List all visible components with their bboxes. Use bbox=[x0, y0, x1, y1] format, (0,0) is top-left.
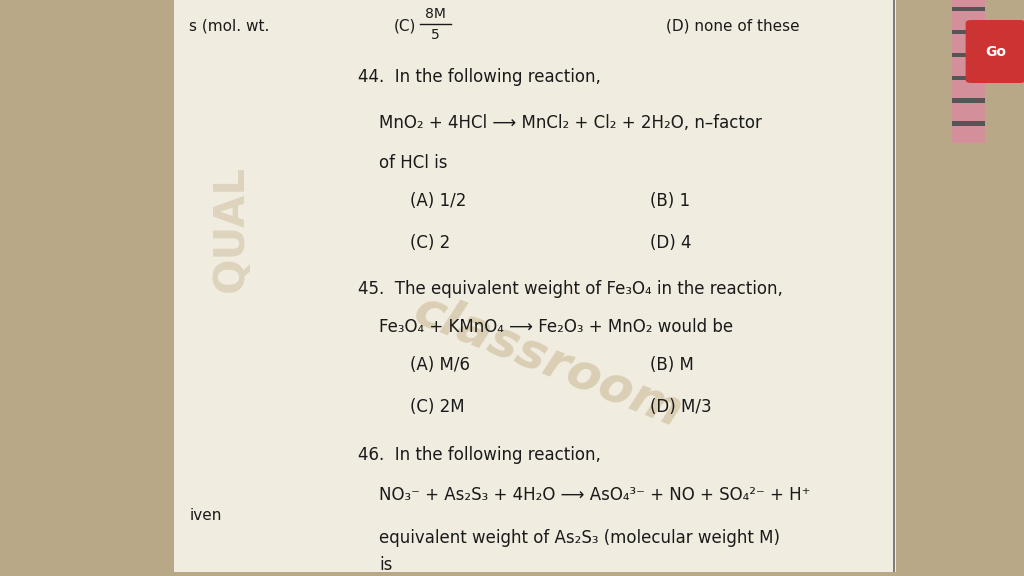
Bar bbox=[952, 52, 985, 57]
Text: is: is bbox=[379, 556, 392, 574]
Text: (A) 1/2: (A) 1/2 bbox=[410, 192, 466, 210]
Text: MnO₂ + 4HCl ⟶ MnCl₂ + Cl₂ + 2H₂O, n–factor: MnO₂ + 4HCl ⟶ MnCl₂ + Cl₂ + 2H₂O, n–fact… bbox=[379, 114, 762, 132]
Bar bbox=[174, 0, 896, 573]
Text: of HCl is: of HCl is bbox=[379, 154, 447, 172]
Text: NO₃⁻ + As₂S₃ + 4H₂O ⟶ AsO₄³⁻ + NO + SO₄²⁻ + H⁺: NO₃⁻ + As₂S₃ + 4H₂O ⟶ AsO₄³⁻ + NO + SO₄²… bbox=[379, 486, 810, 504]
Bar bbox=[952, 0, 985, 143]
Text: (D) M/3: (D) M/3 bbox=[650, 399, 712, 416]
Text: 5: 5 bbox=[431, 28, 439, 43]
Text: Fe₃O₄ + KMnO₄ ⟶ Fe₂O₃ + MnO₂ would be: Fe₃O₄ + KMnO₄ ⟶ Fe₂O₃ + MnO₂ would be bbox=[379, 319, 733, 336]
Bar bbox=[952, 7, 985, 12]
Text: s (mol. wt.: s (mol. wt. bbox=[189, 18, 269, 33]
Text: (C) 2: (C) 2 bbox=[410, 234, 450, 252]
Text: Go: Go bbox=[985, 44, 1006, 59]
Text: (C): (C) bbox=[394, 18, 417, 33]
Text: (B) M: (B) M bbox=[650, 356, 694, 374]
Text: 46.  In the following reaction,: 46. In the following reaction, bbox=[358, 446, 601, 464]
Text: equivalent weight of As₂S₃ (molecular weight M): equivalent weight of As₂S₃ (molecular we… bbox=[379, 529, 780, 547]
Text: (D) 4: (D) 4 bbox=[650, 234, 692, 252]
Bar bbox=[952, 98, 985, 103]
Text: (B) 1: (B) 1 bbox=[650, 192, 690, 210]
Text: (A) M/6: (A) M/6 bbox=[410, 356, 470, 374]
Text: classroom: classroom bbox=[407, 285, 689, 436]
Text: 44.  In the following reaction,: 44. In the following reaction, bbox=[358, 69, 601, 86]
Bar bbox=[952, 30, 985, 35]
Text: iven: iven bbox=[189, 507, 222, 522]
Text: (D) none of these: (D) none of these bbox=[666, 18, 799, 33]
Bar bbox=[952, 122, 985, 126]
Text: (C) 2M: (C) 2M bbox=[410, 399, 464, 416]
Bar bbox=[952, 75, 985, 80]
FancyBboxPatch shape bbox=[966, 20, 1024, 83]
Text: QUAL: QUAL bbox=[209, 165, 252, 293]
Text: 45.  The equivalent weight of Fe₃O₄ in the reaction,: 45. The equivalent weight of Fe₃O₄ in th… bbox=[358, 280, 783, 298]
Text: 8M: 8M bbox=[425, 7, 445, 21]
